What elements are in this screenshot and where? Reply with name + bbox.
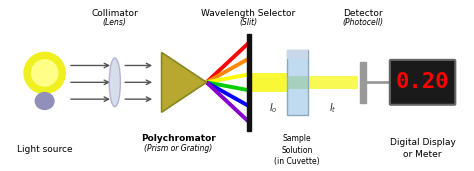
Circle shape [32,60,58,86]
Bar [287,50,308,59]
Polygon shape [251,73,287,92]
FancyBboxPatch shape [390,60,456,105]
Text: 0.20: 0.20 [396,72,449,92]
Text: (Photocell): (Photocell) [342,18,383,27]
Circle shape [24,52,65,94]
Text: Polychromator: Polychromator [141,134,216,143]
Bar [287,76,308,89]
Text: Detector: Detector [343,9,383,18]
Text: $I_o$: $I_o$ [269,101,277,115]
Bar [287,50,308,115]
Text: Digital Display
or Meter: Digital Display or Meter [390,139,456,159]
Bar [360,62,365,103]
Text: Wavelength Selector: Wavelength Selector [201,9,296,18]
Text: (Slit): (Slit) [239,18,258,27]
Polygon shape [162,52,207,112]
Text: (Prism or Grating): (Prism or Grating) [144,144,212,153]
Bar [246,34,251,131]
Text: Sample
Solution
(in Cuvette): Sample Solution (in Cuvette) [274,134,320,166]
Text: Light source: Light source [17,145,73,154]
Ellipse shape [109,58,120,107]
Polygon shape [308,76,358,89]
Text: $I_t$: $I_t$ [329,101,337,115]
Text: (Lens): (Lens) [103,18,127,27]
Ellipse shape [35,93,54,109]
Text: Collimator: Collimator [91,9,138,18]
